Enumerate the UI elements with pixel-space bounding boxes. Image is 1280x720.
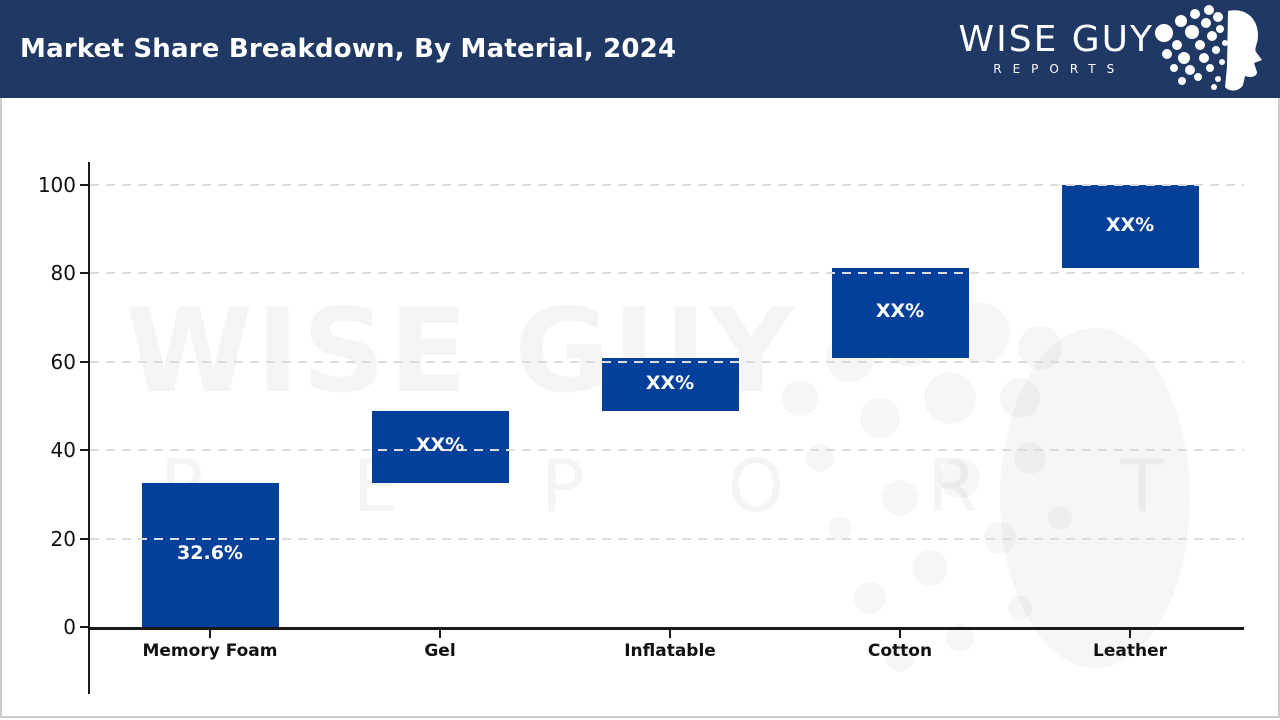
gridline-60 (90, 360, 1244, 363)
logo-subtext: REPORTS (993, 62, 1126, 76)
bar-inflatable (601, 357, 739, 412)
header-bar: Market Share Breakdown, By Material, 202… (0, 0, 1280, 98)
logo-face-icon (1155, 5, 1262, 91)
brand-logo: WISE GUY REPORTS (959, 5, 1280, 93)
bar-value-label-inflatable: XX% (645, 371, 695, 394)
bar-gel (371, 411, 509, 483)
frame-border-bottom (0, 716, 1280, 718)
bar-leather (1061, 185, 1199, 269)
y-tick-60 (80, 360, 88, 363)
bar-cotton (831, 268, 969, 358)
x-tick-inflatable (669, 630, 671, 638)
y-tick-40 (80, 449, 88, 452)
gridline-80 (90, 272, 1244, 275)
bar-value-label-leather: XX% (1105, 213, 1155, 236)
gridline-40 (90, 449, 1244, 452)
bar-value-label-memory-foam: 32.6% (177, 541, 243, 564)
x-axis-label-leather: Leather (1093, 641, 1167, 661)
y-axis-line (88, 162, 90, 694)
frame-border-right (1278, 98, 1280, 718)
watermark-subtext: R E P O R T S (160, 450, 1280, 522)
y-tick-100 (80, 184, 88, 186)
y-tick-20 (80, 537, 88, 540)
y-tick-label-80: 80 (50, 261, 76, 286)
x-axis-line (88, 627, 1244, 630)
x-tick-memory-foam (209, 630, 211, 638)
chart-area: WISE GUY R E P O R T S 02040608010032.6%… (0, 98, 1280, 716)
x-axis-label-gel: Gel (424, 641, 456, 661)
x-tick-cotton (899, 630, 901, 638)
y-tick-label-40: 40 (50, 438, 76, 463)
page-title: Market Share Breakdown, By Material, 202… (20, 34, 677, 64)
x-tick-leather (1129, 630, 1131, 638)
y-tick-0 (80, 626, 88, 628)
bar-memory-foam (141, 482, 279, 627)
x-axis-label-memory-foam: Memory Foam (142, 641, 278, 661)
y-tick-label-0: 0 (63, 615, 76, 639)
logo-text: WISE GUY REPORTS (958, 19, 1155, 77)
gridline-20 (90, 537, 1244, 540)
x-axis-label-inflatable: Inflatable (624, 641, 716, 661)
y-tick-label-60: 60 (50, 349, 76, 374)
bar-value-label-cotton: XX% (875, 299, 925, 322)
bar-value-label-gel: XX% (415, 434, 465, 457)
logo-wordmark: WISE GUY (958, 19, 1154, 60)
frame-border-left (0, 98, 2, 718)
y-tick-label-100: 100 (37, 173, 76, 197)
y-tick-label-20: 20 (50, 526, 76, 551)
x-axis-label-cotton: Cotton (867, 641, 933, 661)
gridline-100 (90, 184, 1244, 186)
y-tick-80 (80, 272, 88, 275)
x-tick-gel (439, 630, 441, 638)
